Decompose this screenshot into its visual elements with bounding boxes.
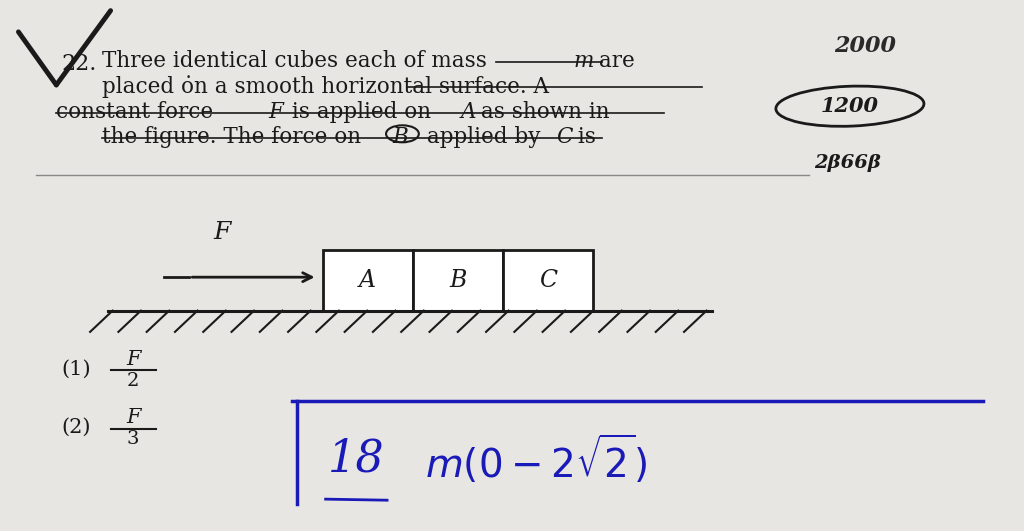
Text: B: B — [392, 126, 408, 148]
Text: C: C — [556, 126, 572, 148]
Bar — [503, 250, 593, 311]
Text: m: m — [573, 50, 594, 72]
Text: are: are — [592, 50, 635, 72]
Text: (1): (1) — [61, 359, 91, 379]
Text: C: C — [539, 269, 557, 292]
Text: F: F — [126, 408, 140, 427]
Bar — [413, 250, 503, 311]
Text: B: B — [450, 269, 466, 292]
Text: placed ȯn a smooth horizontal surface. A: placed ȯn a smooth horizontal surface. … — [102, 75, 550, 98]
Bar — [323, 250, 413, 311]
Text: as shown in: as shown in — [474, 101, 609, 123]
Text: 2000: 2000 — [835, 35, 896, 56]
Text: F: F — [126, 350, 140, 369]
Text: 22.: 22. — [61, 53, 97, 75]
Text: 2β66β: 2β66β — [814, 154, 882, 172]
Text: F: F — [268, 101, 284, 123]
Text: 2: 2 — [127, 372, 139, 390]
Text: (2): (2) — [61, 418, 91, 437]
Text: F: F — [213, 221, 230, 244]
Text: constant force: constant force — [56, 101, 220, 123]
Text: A: A — [461, 101, 476, 123]
Text: 1200: 1200 — [821, 96, 879, 116]
Text: 18: 18 — [328, 438, 384, 481]
Text: is applied on: is applied on — [285, 101, 437, 123]
Text: 3: 3 — [127, 430, 139, 448]
Text: is: is — [571, 126, 596, 148]
Text: A: A — [359, 269, 376, 292]
Text: applied by: applied by — [420, 126, 547, 148]
Text: Three identical cubes each of mass: Three identical cubes each of mass — [102, 50, 495, 72]
Text: $m(0-2\sqrt{2})$: $m(0-2\sqrt{2})$ — [425, 433, 647, 486]
Text: the figure. The force on: the figure. The force on — [102, 126, 369, 148]
